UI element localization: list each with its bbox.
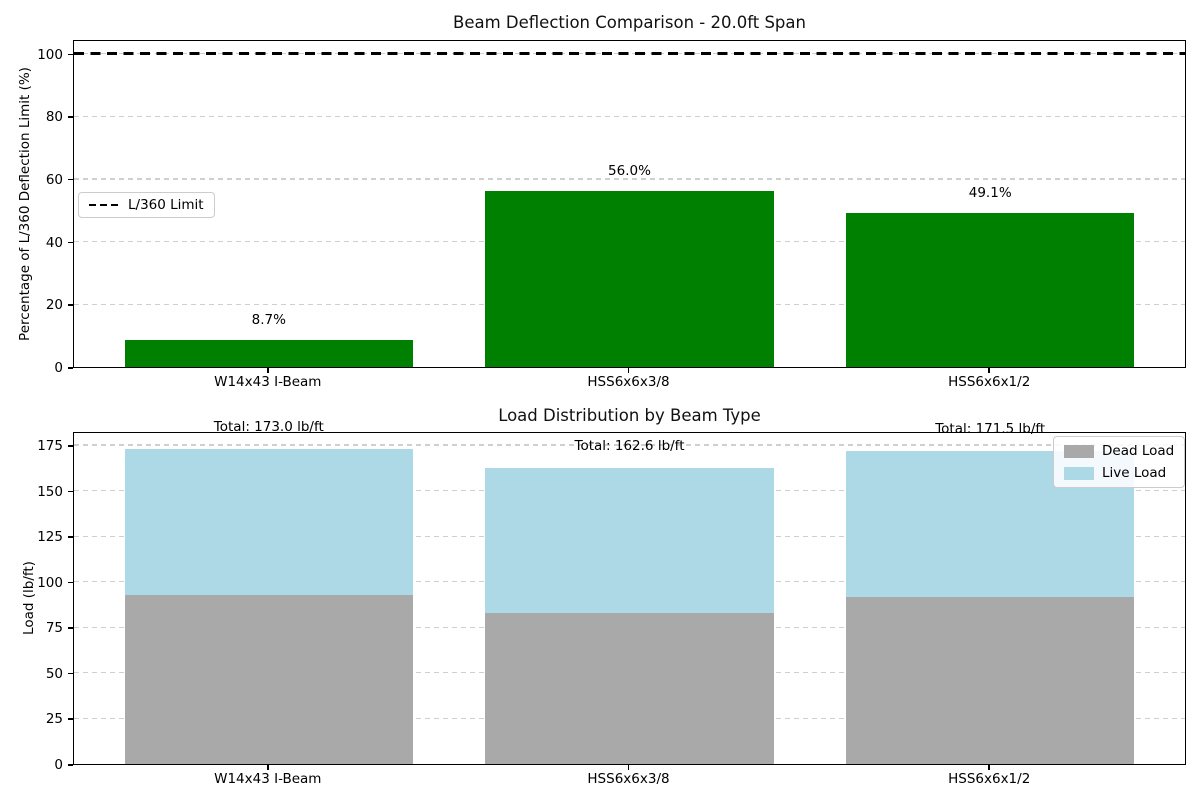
y-tick-label: 40 xyxy=(45,234,63,251)
y-tick-mark xyxy=(68,490,73,493)
chart-title: Load Distribution by Beam Type xyxy=(498,406,761,425)
x-tick-label: HSS6x6x1/2 xyxy=(948,771,1031,787)
x-tick-mark xyxy=(988,765,990,770)
bar-value-label: Total: 171.5 lb/ft xyxy=(935,421,1046,438)
plot-area: 8.7% 56.0% 49.1% xyxy=(73,40,1186,368)
y-tick-mark xyxy=(68,718,73,720)
y-tick-label: 150 xyxy=(37,483,63,500)
bar-segment-dead-load xyxy=(845,597,1135,764)
bar-segment-dead-load xyxy=(124,594,414,764)
legend-label: Live Load xyxy=(1102,465,1167,481)
y-tick-mark xyxy=(68,178,73,181)
x-tick-mark xyxy=(988,368,990,373)
y-tick-label: 25 xyxy=(45,711,63,728)
y-tick-mark xyxy=(68,672,73,675)
x-tick-label: HSS6x6x3/8 xyxy=(587,374,670,390)
y-tick-label: 80 xyxy=(45,109,63,126)
x-tick-label: HSS6x6x1/2 xyxy=(948,374,1031,390)
bar-value-label: Total: 173.0 lb/ft xyxy=(213,418,324,435)
legend: Dead Load Live Load xyxy=(1053,436,1186,488)
legend: L/360 Limit xyxy=(78,192,215,218)
y-tick-mark xyxy=(68,116,73,118)
y-tick-label: 100 xyxy=(37,574,63,591)
y-tick-mark xyxy=(68,367,73,369)
y-tick-label: 0 xyxy=(54,757,63,773)
y-tick-mark xyxy=(68,53,73,56)
x-tick-mark xyxy=(267,765,269,770)
x-tick-label: W14x43 I-Beam xyxy=(214,374,322,390)
y-tick-mark xyxy=(68,304,73,306)
x-tick-mark xyxy=(627,765,630,770)
y-tick-label: 75 xyxy=(45,620,63,637)
limit-line xyxy=(74,52,1185,55)
bar-value-label: Total: 162.6 lb/ft xyxy=(574,437,685,454)
bar-segment-live-load xyxy=(485,467,774,614)
bar-hss6x6x1-2 xyxy=(845,213,1135,367)
y-tick-mark xyxy=(68,241,73,244)
y-tick-label: 100 xyxy=(37,46,63,63)
y-tick-label: 125 xyxy=(37,529,63,546)
y-tick-mark xyxy=(68,627,73,629)
y-tick-mark xyxy=(68,536,73,538)
y-gridline xyxy=(74,444,1185,446)
legend-label: L/360 Limit xyxy=(128,197,204,213)
x-tick-label: HSS6x6x3/8 xyxy=(587,771,670,787)
bar-segment-live-load xyxy=(124,448,414,595)
color-swatch xyxy=(1064,466,1094,480)
chart-title: Beam Deflection Comparison - 20.0ft Span xyxy=(453,13,806,32)
y-gridline xyxy=(74,178,1185,180)
bar-segment-dead-load xyxy=(485,613,774,764)
legend-item-dead-load: Dead Load xyxy=(1064,443,1174,459)
y-tick-label: 50 xyxy=(45,665,63,682)
y-tick-label: 175 xyxy=(37,438,63,455)
bar-w14x43-i-beam xyxy=(124,339,414,367)
dashed-line-swatch xyxy=(89,203,120,207)
y-tick-label: 0 xyxy=(54,360,63,376)
bar-value-label: 56.0% xyxy=(608,163,651,180)
x-tick-mark xyxy=(267,368,269,373)
legend-label: Dead Load xyxy=(1102,443,1175,459)
bar-hss6x6x3-8 xyxy=(485,191,774,367)
bar-value-label: 8.7% xyxy=(251,311,286,328)
plot-area: Total: 173.0 lb/ft Total: 162.6 lb/ft Tota… xyxy=(73,419,1186,765)
y-tick-mark xyxy=(68,581,73,584)
y-tick-label: 60 xyxy=(45,171,63,188)
x-tick-label: W14x43 I-Beam xyxy=(214,771,322,787)
y-gridline xyxy=(74,115,1185,117)
y-tick-mark xyxy=(68,445,73,447)
y-tick-label: 20 xyxy=(45,297,63,314)
x-tick-mark xyxy=(627,368,630,373)
legend-item-live-load: Live Load xyxy=(1064,465,1174,481)
color-swatch xyxy=(1064,444,1094,458)
y-tick-mark xyxy=(68,764,73,766)
bar-value-label: 49.1% xyxy=(968,185,1012,202)
legend-item-l-360-limit: L/360 Limit xyxy=(89,197,204,213)
